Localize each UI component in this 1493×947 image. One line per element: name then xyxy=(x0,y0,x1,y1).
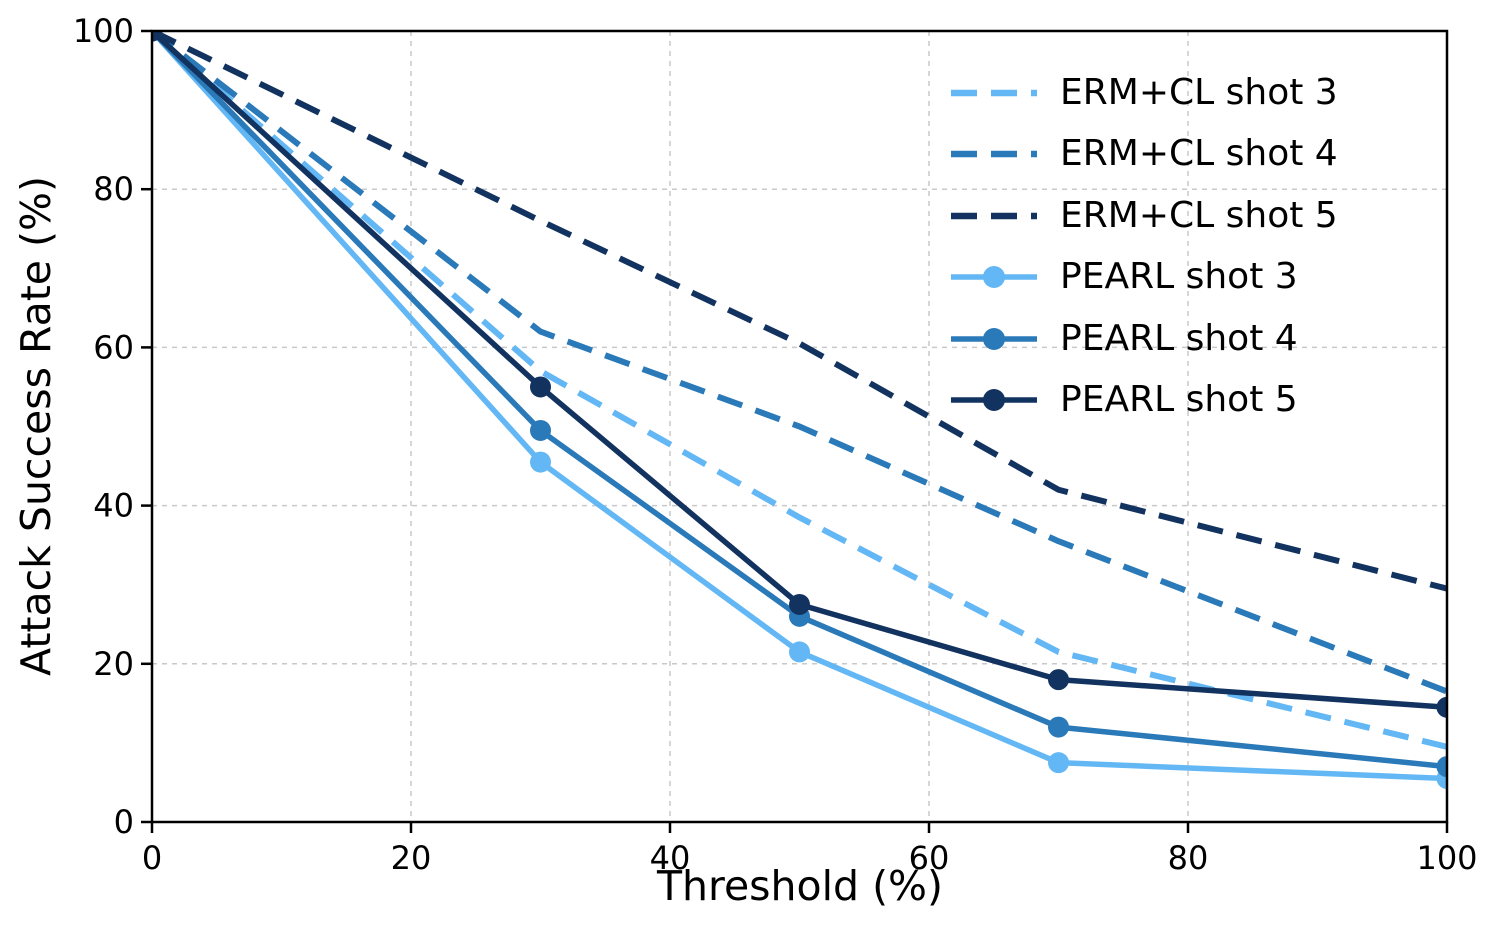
data-point-marker xyxy=(152,31,163,42)
series-line-erm-cl-shot-5 xyxy=(152,31,1447,592)
data-point-marker xyxy=(530,376,551,398)
legend-dashed-line-swatch xyxy=(951,212,1037,219)
data-point-marker xyxy=(1048,669,1069,691)
legend-item-erm-cl-shot-4: ERM+CL shot 4 xyxy=(950,124,1338,186)
series-line-erm-cl-shot-4 xyxy=(152,31,1447,695)
x-tick-label-100: 100 xyxy=(1416,839,1477,877)
legend-label: ERM+CL shot 3 xyxy=(1060,71,1338,113)
legend-marker-dot xyxy=(983,266,1005,289)
legend-item-pearl-shot-4: PEARL shot 4 xyxy=(950,308,1338,370)
y-axis-label: Attack Success Rate (%) xyxy=(12,176,60,676)
data-point-marker xyxy=(530,451,551,473)
y-tick-label-60: 60 xyxy=(93,328,134,366)
legend-line-marker-swatch xyxy=(951,327,1037,350)
legend-item-erm-cl-shot-5: ERM+CL shot 5 xyxy=(950,185,1338,247)
legend-line-marker-swatch xyxy=(951,389,1037,412)
y-tick-label-0: 0 xyxy=(114,803,134,841)
legend-label: PEARL shot 5 xyxy=(1060,379,1298,421)
plot-border xyxy=(150,29,1449,824)
legend: ERM+CL shot 3 ERM+CL shot 4 ERM+CL shot 5 P… xyxy=(950,62,1338,431)
data-point-marker xyxy=(789,593,810,615)
legend-label: ERM+CL shot 4 xyxy=(1060,133,1338,175)
x-tick-label-80: 80 xyxy=(1168,839,1209,877)
data-point-marker xyxy=(1436,696,1447,718)
x-tick-label-40: 40 xyxy=(650,839,691,877)
legend-dashed-line-swatch xyxy=(951,89,1037,96)
data-point-marker xyxy=(1048,716,1069,738)
legend-label: ERM+CL shot 5 xyxy=(1060,194,1338,236)
legend-item-erm-cl-shot-3: ERM+CL shot 3 xyxy=(950,62,1338,124)
legend-marker-dot xyxy=(983,327,1005,350)
legend-line-marker-swatch xyxy=(951,266,1037,289)
y-tick-label-80: 80 xyxy=(93,170,134,208)
legend-marker-dot xyxy=(983,389,1005,412)
data-point-marker xyxy=(530,419,551,441)
y-tick-label-40: 40 xyxy=(93,487,134,525)
x-axis-label: Threshold (%) xyxy=(656,862,944,910)
x-tick-label-0: 0 xyxy=(142,839,162,877)
data-point-marker xyxy=(789,641,810,663)
series-group xyxy=(152,31,1447,789)
legend-item-pearl-shot-3: PEARL shot 3 xyxy=(950,247,1338,309)
series-line-erm-cl-shot-3 xyxy=(152,31,1447,750)
axis-ticks: 0 20 40 60 80 100 0 20 40 60 80 100 xyxy=(73,12,1478,877)
x-tick-label-20: 20 xyxy=(391,839,432,877)
data-point-marker xyxy=(1436,756,1447,778)
legend-dashed-line-swatch xyxy=(951,151,1037,158)
legend-label: PEARL shot 3 xyxy=(1060,256,1298,298)
data-point-marker xyxy=(1048,752,1069,774)
y-tick-label-100: 100 xyxy=(73,12,134,50)
legend-item-pearl-shot-5: PEARL shot 5 xyxy=(950,370,1338,432)
legend-label: PEARL shot 4 xyxy=(1060,317,1298,359)
series-markers-pearl-shot-5 xyxy=(152,31,1447,718)
x-tick-label-60: 60 xyxy=(909,839,950,877)
y-tick-label-20: 20 xyxy=(93,645,134,683)
